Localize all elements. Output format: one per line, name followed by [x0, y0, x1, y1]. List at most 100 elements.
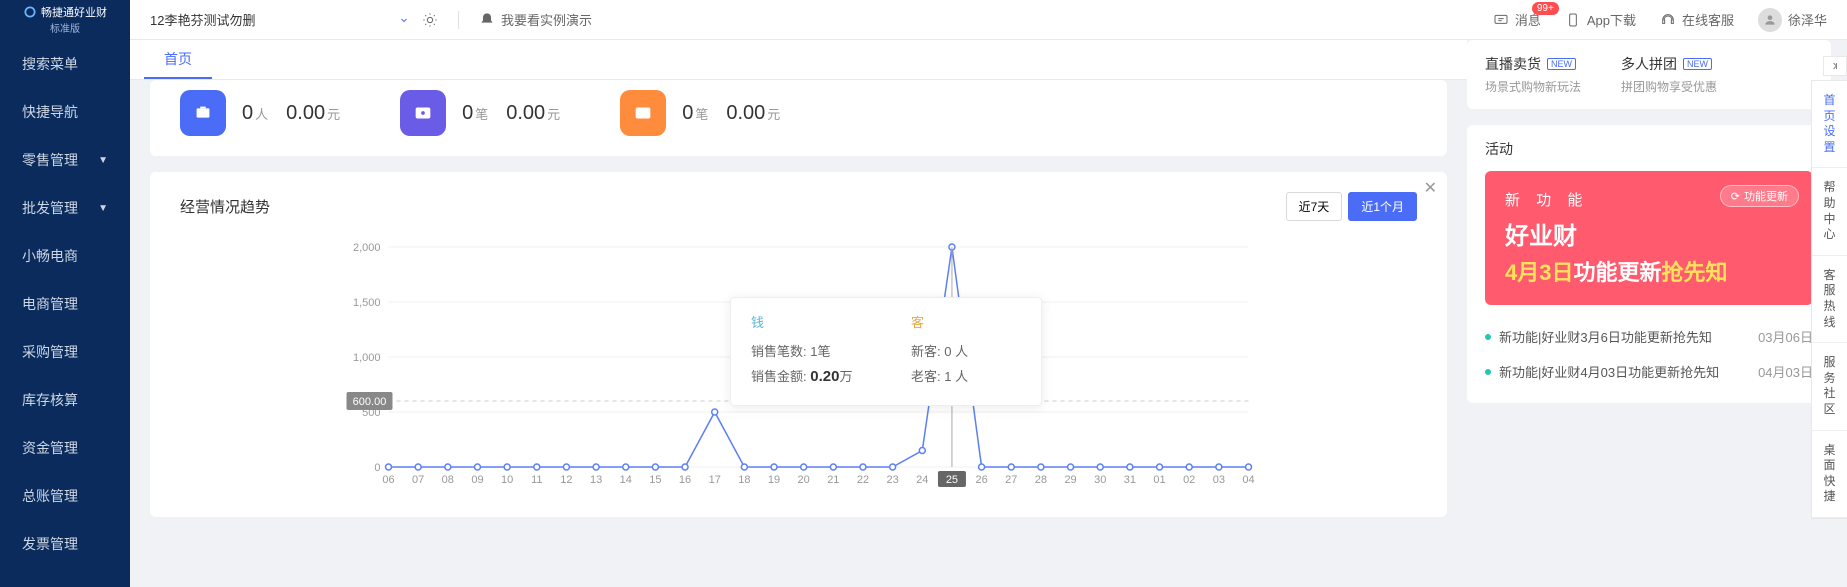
- tab-bar: 首页: [130, 40, 1467, 80]
- svg-text:19: 19: [768, 474, 780, 486]
- stat-0: 0人 0.00元: [180, 90, 340, 136]
- banner-title-2: 4月3日功能更新抢先知: [1505, 255, 1793, 287]
- svg-text:25: 25: [946, 474, 958, 486]
- notifications-button[interactable]: 消息 99+: [1493, 10, 1541, 29]
- user-menu[interactable]: 徐泽华: [1758, 8, 1827, 32]
- username: 徐泽华: [1788, 10, 1827, 29]
- svg-text:09: 09: [471, 474, 483, 486]
- sidebar-item-4[interactable]: 小畅电商: [0, 232, 130, 280]
- svg-text:12: 12: [560, 474, 572, 486]
- right-column: 直播卖货NEW场景式购物新玩法多人拼团NEW拼团购物享受优惠 活动 ⟳ 功能更新…: [1467, 40, 1847, 587]
- app-download-button[interactable]: App下载: [1565, 10, 1636, 29]
- top-bar: 畅捷通好业财 标准版 12李艳芬测试勿删 我要看实例演示 消息 99+ App下…: [0, 0, 1847, 40]
- chevron-down-icon: [398, 14, 410, 26]
- svg-text:29: 29: [1064, 474, 1076, 486]
- svg-text:17: 17: [709, 474, 721, 486]
- svg-text:20: 20: [798, 474, 810, 486]
- svg-text:27: 27: [1005, 474, 1017, 486]
- float-item-3[interactable]: 服务社区: [1812, 343, 1847, 430]
- tab-home[interactable]: 首页: [144, 41, 212, 79]
- chart-title: 经营情况趋势: [180, 196, 270, 217]
- sidebar-item-9[interactable]: 总账管理: [0, 472, 130, 520]
- svg-text:18: 18: [738, 474, 750, 486]
- brand-edition: 标准版: [50, 20, 80, 35]
- stat-2: 0笔 0.00元: [620, 90, 780, 136]
- sidebar: 搜索菜单快捷导航零售管理▼批发管理▼小畅电商电商管理采购管理库存核算资金管理总账…: [0, 40, 130, 587]
- sidebar-item-3[interactable]: 批发管理▼: [0, 184, 130, 232]
- logo: 畅捷通好业财 标准版: [0, 0, 130, 40]
- promo-card: 直播卖货NEW场景式购物新玩法多人拼团NEW拼团购物享受优惠: [1467, 40, 1831, 109]
- notif-badge: 99+: [1532, 2, 1559, 15]
- settings-button[interactable]: [422, 12, 438, 28]
- float-item-1[interactable]: 帮助中心: [1812, 168, 1847, 255]
- support-button[interactable]: 在线客服: [1660, 10, 1734, 29]
- svg-text:31: 31: [1124, 474, 1136, 486]
- sidebar-item-10[interactable]: 发票管理: [0, 520, 130, 568]
- promo-1[interactable]: 多人拼团NEW拼团购物享受优惠: [1621, 54, 1717, 95]
- svg-text:14: 14: [620, 474, 632, 486]
- svg-text:0: 0: [374, 462, 380, 474]
- demo-link-label: 我要看实例演示: [501, 10, 592, 29]
- promo-0[interactable]: 直播卖货NEW场景式购物新玩法: [1485, 54, 1581, 95]
- svg-text:22: 22: [857, 474, 869, 486]
- new-tag: NEW: [1683, 58, 1712, 70]
- sidebar-item-2[interactable]: 零售管理▼: [0, 136, 130, 184]
- svg-text:30: 30: [1094, 474, 1106, 486]
- svg-text:10: 10: [501, 474, 513, 486]
- svg-text:08: 08: [442, 474, 454, 486]
- caret-icon: ▼: [98, 203, 108, 214]
- phone-icon: [1565, 12, 1581, 28]
- news-item-1[interactable]: 新功能|好业财4月03日功能更新抢先知04月03日: [1485, 354, 1813, 389]
- trend-chart-card: ✕ 经营情况趋势 近7天 近1个月 2,0001,5001,0005000600…: [150, 172, 1447, 517]
- svg-text:26: 26: [975, 474, 987, 486]
- sidebar-item-8[interactable]: 资金管理: [0, 424, 130, 472]
- float-item-0[interactable]: 首页设置: [1812, 81, 1847, 168]
- headset-icon: [1660, 12, 1676, 28]
- collapse-icon: [1829, 60, 1841, 72]
- chart-area[interactable]: 2,0001,5001,0005000600.00060708091011121…: [180, 237, 1417, 497]
- brand-name: 畅捷通好业财: [41, 4, 107, 20]
- svg-text:21: 21: [827, 474, 839, 486]
- banner-title-1: 好业财: [1505, 216, 1793, 251]
- float-item-4[interactable]: 桌面快捷: [1812, 431, 1847, 518]
- float-toggle[interactable]: [1823, 56, 1847, 76]
- sidebar-item-5[interactable]: 电商管理: [0, 280, 130, 328]
- hand-icon: [479, 12, 495, 28]
- range-7d-button[interactable]: 近7天: [1286, 192, 1343, 221]
- close-icon[interactable]: ✕: [1424, 178, 1437, 198]
- dot-icon: [1485, 334, 1491, 340]
- gear-icon: [422, 12, 438, 28]
- banner-refresh-button[interactable]: ⟳ 功能更新: [1720, 185, 1799, 207]
- stat-1: 0笔 0.00元: [400, 90, 560, 136]
- demo-link[interactable]: 我要看实例演示: [479, 10, 592, 29]
- sidebar-item-6[interactable]: 采购管理: [0, 328, 130, 376]
- svg-text:1,500: 1,500: [353, 297, 381, 309]
- range-1m-button[interactable]: 近1个月: [1348, 192, 1417, 221]
- activity-banner[interactable]: ⟳ 功能更新 新 功 能 好业财 4月3日功能更新抢先知: [1485, 171, 1813, 305]
- svg-text:01: 01: [1153, 474, 1165, 486]
- news-item-0[interactable]: 新功能|好业财3月6日功能更新抢先知03月06日: [1485, 319, 1813, 354]
- svg-text:04: 04: [1242, 474, 1254, 486]
- caret-icon: ▼: [98, 155, 108, 166]
- tooltip-money-header: 钱: [751, 312, 861, 331]
- svg-text:2,000: 2,000: [353, 242, 381, 254]
- svg-text:07: 07: [412, 474, 424, 486]
- float-item-2[interactable]: 客服热线: [1812, 256, 1847, 343]
- dot-icon: [1485, 369, 1491, 375]
- support-label: 在线客服: [1682, 10, 1734, 29]
- svg-text:03: 03: [1213, 474, 1225, 486]
- chat-icon: [1493, 12, 1509, 28]
- sidebar-item-1[interactable]: 快捷导航: [0, 88, 130, 136]
- avatar-icon: [1758, 8, 1782, 32]
- svg-text:13: 13: [590, 474, 602, 486]
- main: 首页 0人 0.00元 0笔 0.00元 0笔 0.00元 ✕ 经营情况趋势 近…: [130, 40, 1847, 587]
- org-selector[interactable]: 12李艳芬测试勿删: [150, 10, 410, 29]
- svg-text:600.00: 600.00: [353, 396, 387, 408]
- sidebar-item-7[interactable]: 库存核算: [0, 376, 130, 424]
- app-download-label: App下载: [1587, 10, 1636, 29]
- svg-text:06: 06: [382, 474, 394, 486]
- tooltip-cust-header: 客: [911, 312, 1021, 331]
- stats-row: 0人 0.00元 0笔 0.00元 0笔 0.00元: [150, 80, 1447, 156]
- sidebar-item-0[interactable]: 搜索菜单: [0, 40, 130, 88]
- stat-icon: [400, 90, 446, 136]
